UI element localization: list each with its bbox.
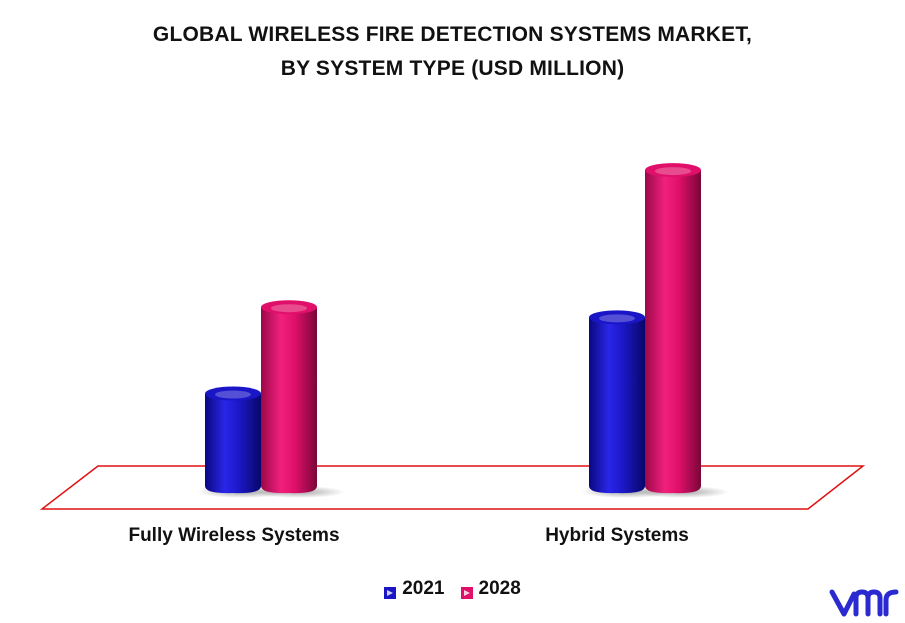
bar-2021-fully-wireless-systems: [205, 393, 261, 494]
legend-label-2021: 2021: [402, 578, 445, 599]
legend-swatch-2021: [384, 583, 397, 599]
bar-2028-hybrid-systems: [645, 170, 701, 494]
vmr-logo-icon: [829, 589, 899, 617]
bar-cap-2021-0: [205, 386, 261, 401]
chart-title-line-2: BY SYSTEM TYPE (USD MILLION): [280, 57, 625, 80]
bars-group: [197, 163, 729, 498]
legend-label-2028: 2028: [478, 578, 521, 599]
category-label-0: Fully Wireless Systems: [128, 525, 340, 546]
bar-cap-highlight-2028-1: [655, 167, 691, 176]
legend-swatch-2028: [460, 583, 473, 599]
chart-floor: [39, 465, 866, 510]
bar-cap-2028-0: [261, 300, 317, 315]
bar-2028-fully-wireless-systems: [261, 307, 317, 494]
legend: 2021 2028: [0, 578, 905, 600]
chart-title-line-1: GLOBAL WIRELESS FIRE DETECTION SYSTEMS M…: [152, 23, 753, 46]
legend-item-2021: 2021: [384, 578, 445, 600]
bar-2021-hybrid-systems: [589, 317, 645, 494]
bar-cap-highlight-2021-1: [599, 314, 635, 323]
bar-cap-highlight-2028-0: [271, 304, 307, 313]
category-label-1: Hybrid Systems: [545, 525, 689, 546]
chart-title: GLOBAL WIRELESS FIRE DETECTION SYSTEMS M…: [0, 18, 905, 86]
bar-cap-2028-1: [645, 163, 701, 178]
legend-item-2028: 2028: [460, 578, 521, 600]
bar-cap-highlight-2021-0: [215, 390, 251, 399]
bar-cap-2021-1: [589, 310, 645, 325]
